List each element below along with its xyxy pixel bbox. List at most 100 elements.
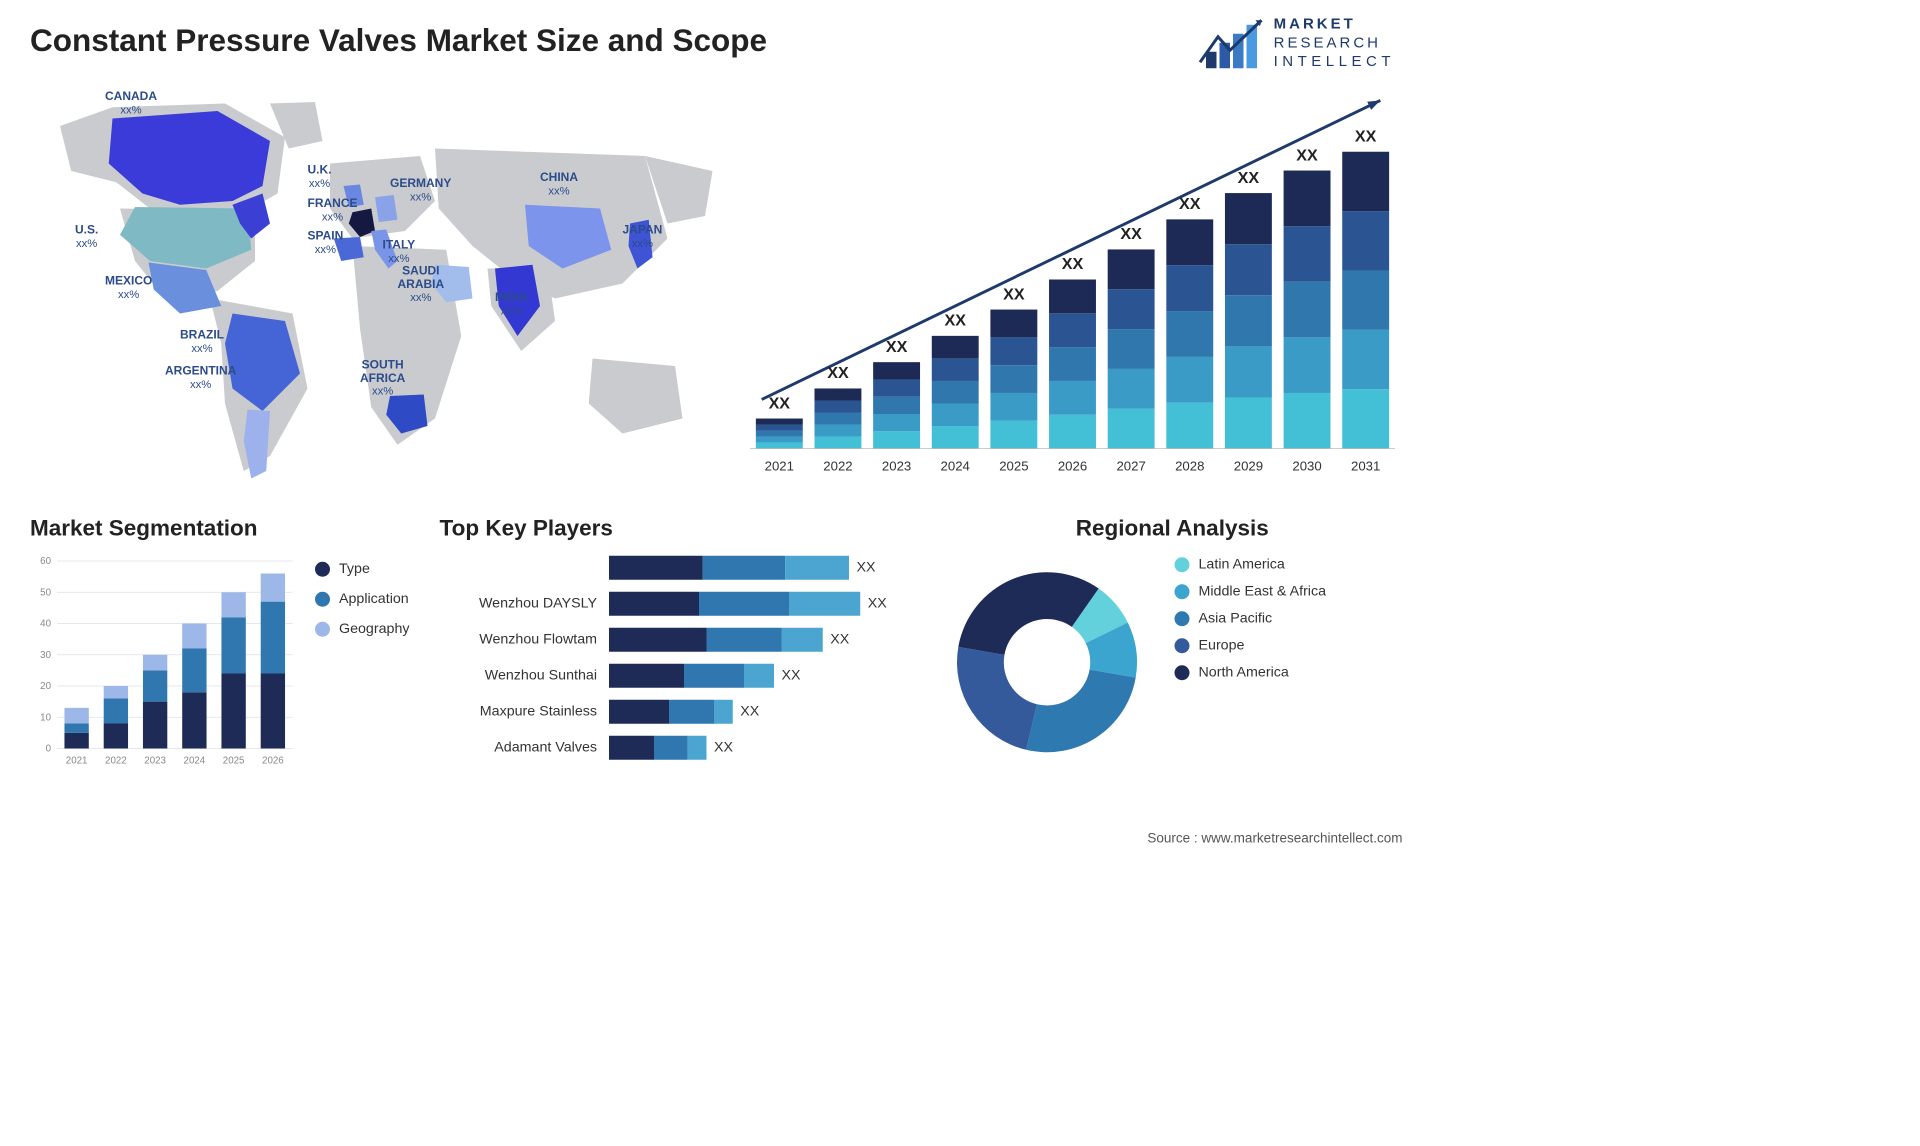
- svg-text:2021: 2021: [765, 459, 794, 474]
- player-value: XX: [740, 704, 759, 721]
- svg-text:2026: 2026: [262, 756, 284, 767]
- svg-text:60: 60: [40, 556, 51, 567]
- svg-text:40: 40: [40, 619, 51, 630]
- legend-item: Europe: [1175, 638, 1410, 655]
- legend-label: Europe: [1199, 638, 1245, 655]
- svg-text:2027: 2027: [1116, 459, 1145, 474]
- brand-logo: MARKET RESEARCH INTELLECT: [1197, 15, 1395, 71]
- player-bar: [609, 628, 823, 652]
- map-label: U.S.xx%: [75, 224, 98, 250]
- player-bar: [609, 556, 849, 580]
- svg-text:XX: XX: [1355, 127, 1377, 145]
- legend-item: Latin America: [1175, 557, 1410, 574]
- map-label: GERMANYxx%: [390, 177, 451, 203]
- legend-item: North America: [1175, 665, 1410, 682]
- map-label: SAUDIARABIAxx%: [398, 265, 445, 305]
- player-value: XX: [830, 632, 849, 649]
- player-row: Maxpure Stainless XX: [440, 698, 905, 727]
- player-row: Wenzhou DAYSLY XX: [440, 590, 905, 619]
- svg-text:2021: 2021: [66, 756, 88, 767]
- svg-text:2023: 2023: [144, 756, 166, 767]
- logo-text: MARKET RESEARCH INTELLECT: [1274, 15, 1395, 71]
- svg-text:0: 0: [46, 744, 52, 755]
- legend-swatch: [1175, 638, 1190, 653]
- map-label: BRAZILxx%: [180, 329, 224, 355]
- svg-text:50: 50: [40, 587, 51, 598]
- svg-text:2026: 2026: [1058, 459, 1087, 474]
- svg-text:2022: 2022: [105, 756, 127, 767]
- legend-swatch: [1175, 584, 1190, 599]
- logo-icon: [1197, 15, 1265, 71]
- legend-label: Geography: [339, 621, 410, 638]
- player-name: Wenzhou DAYSLY: [440, 596, 598, 613]
- svg-text:10: 10: [40, 712, 51, 723]
- regional-panel: Regional Analysis Latin America Middle Ea…: [935, 516, 1410, 771]
- svg-text:2025: 2025: [223, 756, 245, 767]
- map-label: CHINAxx%: [540, 171, 578, 197]
- players-list: XXWenzhou DAYSLYXXWenzhou FlowtamXXWenzh…: [440, 554, 905, 763]
- segmentation-legend: Type Application Geography: [315, 554, 410, 772]
- svg-text:2024: 2024: [184, 756, 206, 767]
- player-row: Wenzhou SunthaiXX: [440, 662, 905, 691]
- world-map-panel: CANADAxx%U.S.xx%MEXICOxx%BRAZILxx%ARGENT…: [30, 74, 720, 494]
- map-label: JAPANxx%: [623, 224, 663, 250]
- regional-legend: Latin America Middle East & Africa Asia Pa…: [1175, 554, 1410, 772]
- map-label: U.K.xx%: [308, 164, 332, 190]
- svg-text:XX: XX: [769, 394, 791, 412]
- player-row: Wenzhou FlowtamXX: [440, 626, 905, 655]
- legend-label: Latin America: [1199, 557, 1285, 574]
- growth-bar-chart: XXXXXXXXXXXXXXXXXXXXXX 20212022202320242…: [750, 89, 1395, 494]
- player-value: XX: [868, 596, 887, 613]
- map-label: ITALYxx%: [383, 239, 416, 265]
- legend-label: North America: [1199, 665, 1289, 682]
- svg-text:XX: XX: [1062, 255, 1084, 273]
- legend-swatch: [315, 562, 330, 577]
- source-attribution: Source : www.marketresearchintellect.com: [1147, 830, 1402, 846]
- legend-label: Type: [339, 561, 370, 578]
- legend-label: Asia Pacific: [1199, 611, 1273, 628]
- svg-text:XX: XX: [1296, 146, 1318, 164]
- map-label: SOUTHAFRICAxx%: [360, 359, 405, 399]
- map-label: CANADAxx%: [105, 90, 157, 116]
- segmentation-bar-chart: 0102030405060202120222023202420252026: [30, 554, 300, 772]
- svg-text:30: 30: [40, 650, 51, 661]
- svg-text:2025: 2025: [999, 459, 1028, 474]
- legend-item: Middle East & Africa: [1175, 584, 1410, 601]
- players-title: Top Key Players: [440, 516, 905, 542]
- legend-swatch: [1175, 557, 1190, 572]
- legend-item: Geography: [315, 621, 410, 638]
- segmentation-panel: Market Segmentation 01020304050602021202…: [30, 516, 410, 771]
- svg-text:2030: 2030: [1292, 459, 1321, 474]
- svg-text:2023: 2023: [882, 459, 911, 474]
- player-row: Adamant Valves XX: [440, 734, 905, 763]
- player-name: Maxpure Stainless: [440, 704, 598, 721]
- player-bar: [609, 736, 707, 760]
- legend-label: Middle East & Africa: [1199, 584, 1327, 601]
- regional-title: Regional Analysis: [935, 516, 1410, 542]
- legend-swatch: [1175, 611, 1190, 626]
- legend-swatch: [315, 592, 330, 607]
- legend-swatch: [315, 622, 330, 637]
- svg-text:XX: XX: [886, 338, 908, 356]
- player-name: Adamant Valves: [440, 740, 598, 757]
- svg-text:XX: XX: [1179, 195, 1201, 213]
- player-value: XX: [714, 740, 733, 757]
- player-bar: [609, 700, 733, 724]
- legend-label: Application: [339, 591, 409, 608]
- players-panel: Top Key Players XXWenzhou DAYSLYXXWenzho…: [440, 516, 905, 771]
- map-label: FRANCExx%: [308, 197, 358, 223]
- svg-text:XX: XX: [944, 312, 966, 330]
- svg-text:2022: 2022: [823, 459, 852, 474]
- svg-text:XX: XX: [1120, 225, 1142, 243]
- map-label: MEXICOxx%: [105, 275, 152, 301]
- map-label: INDIAxx%: [495, 291, 528, 317]
- legend-item: Asia Pacific: [1175, 611, 1410, 628]
- growth-chart-panel: XXXXXXXXXXXXXXXXXXXXXX 20212022202320242…: [750, 74, 1410, 494]
- legend-item: Application: [315, 591, 410, 608]
- legend-swatch: [1175, 665, 1190, 680]
- svg-text:2024: 2024: [941, 459, 970, 474]
- player-name: Wenzhou Sunthai: [440, 668, 598, 685]
- map-label: SPAINxx%: [308, 230, 344, 256]
- player-value: XX: [857, 560, 876, 577]
- svg-text:XX: XX: [1003, 285, 1025, 303]
